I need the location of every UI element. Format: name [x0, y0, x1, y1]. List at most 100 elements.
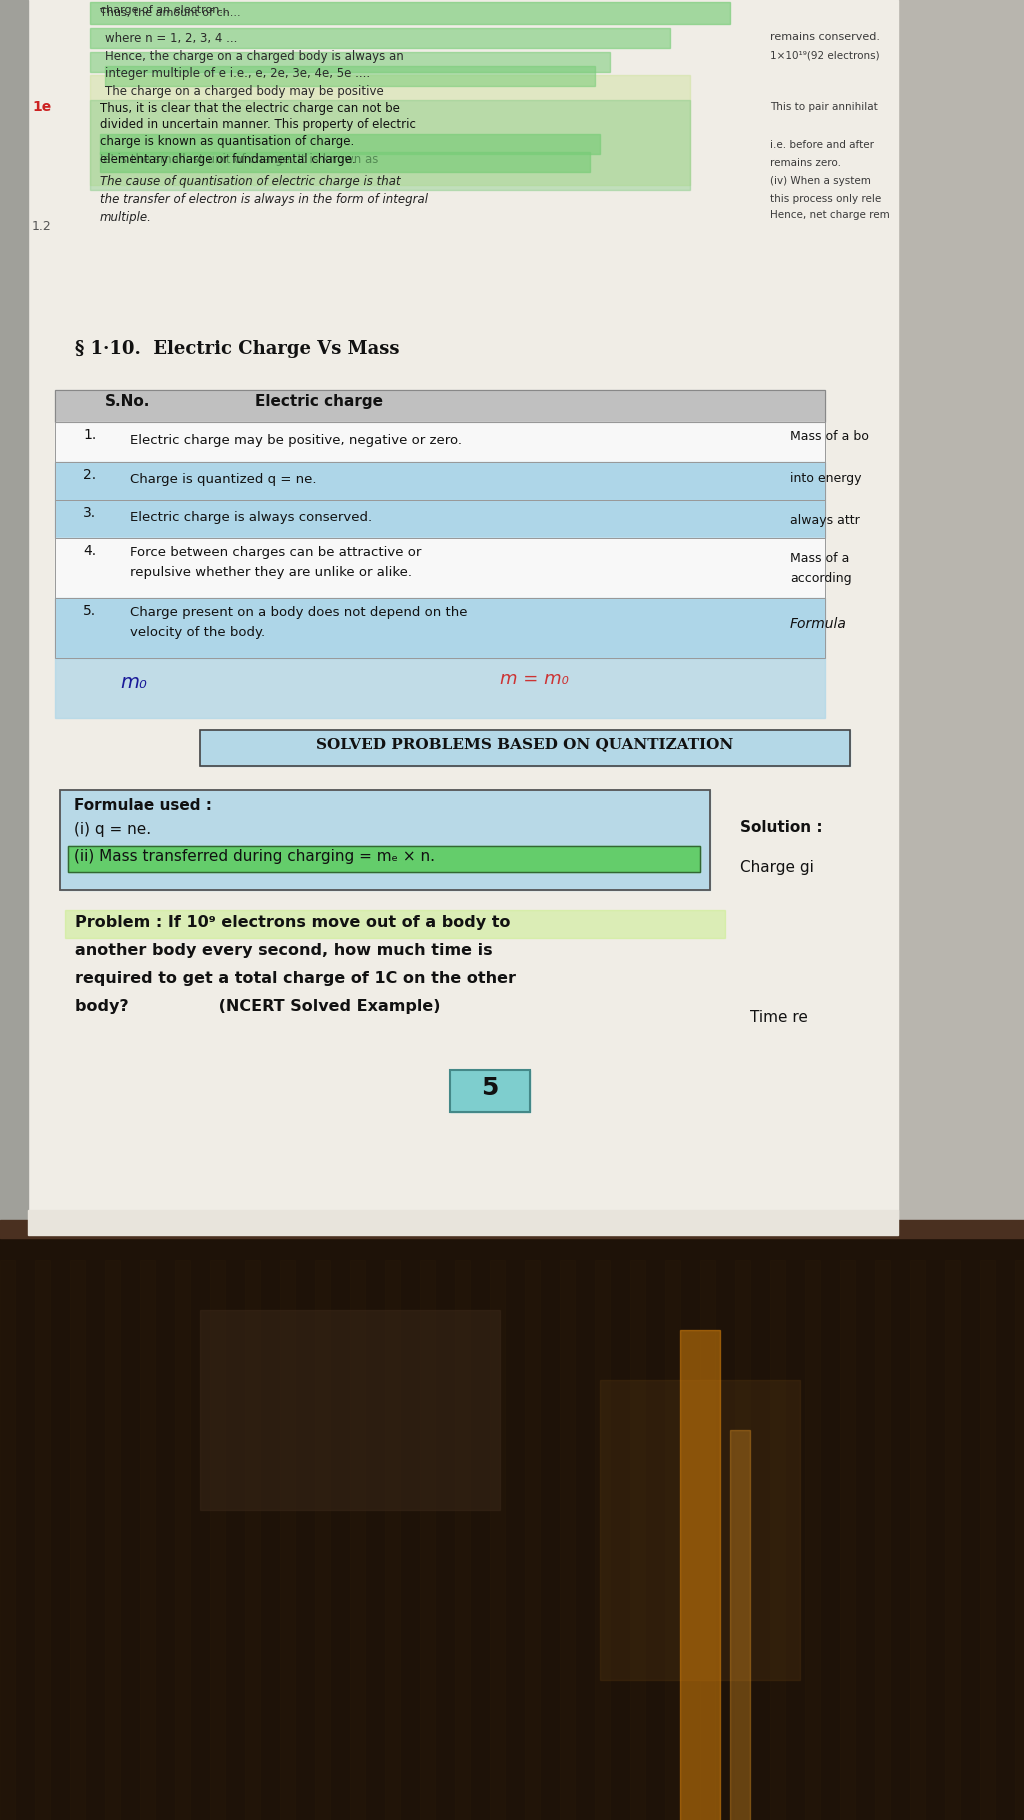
Bar	[90, 100, 690, 189]
Text: the transfer of electron is always in the form of integral: the transfer of electron is always in th…	[100, 193, 428, 206]
Text: always attr: always attr	[790, 513, 860, 528]
Text: Charge is quantized q = ne.: Charge is quantized q = ne.	[130, 473, 316, 486]
Bar	[910, 1259, 925, 1820]
Bar	[560, 1259, 575, 1820]
Text: charge of an electron...: charge of an electron...	[100, 5, 230, 15]
Bar	[315, 1259, 330, 1820]
Bar	[90, 27, 670, 47]
Text: Electric charge is always conserved.: Electric charge is always conserved.	[130, 511, 372, 524]
Bar	[455, 1259, 470, 1820]
Text: repulsive whether they are unlike or alike.: repulsive whether they are unlike or ali…	[130, 566, 412, 579]
Text: 2.: 2.	[83, 468, 96, 482]
Text: (iv) When a system: (iv) When a system	[770, 177, 870, 186]
Bar	[55, 539, 825, 599]
Text: this process only rele: this process only rele	[770, 195, 882, 204]
Bar	[28, 0, 898, 1230]
Bar	[665, 1259, 680, 1820]
Text: i.e. before and after: i.e. before and after	[770, 140, 874, 149]
Text: elementary charge or fundamental charge.: elementary charge or fundamental charge.	[100, 153, 355, 166]
Bar	[805, 1259, 820, 1820]
Text: Hence, the charge on a charged body is always an: Hence, the charge on a charged body is a…	[105, 49, 403, 64]
Text: Solution :: Solution :	[740, 821, 822, 835]
Bar	[980, 1259, 995, 1820]
Text: Force between charges can be attractive or: Force between charges can be attractive …	[130, 546, 421, 559]
Bar	[55, 539, 825, 599]
Text: remains zero.: remains zero.	[770, 158, 841, 167]
Bar	[55, 462, 825, 501]
Bar	[450, 1070, 530, 1112]
Bar	[874, 1259, 890, 1820]
Text: Hence, net charge rem: Hence, net charge rem	[770, 209, 890, 220]
Bar	[0, 1259, 15, 1820]
Bar	[0, 1219, 1024, 1238]
Text: The cause of quantisation of electric charge is that: The cause of quantisation of electric ch…	[100, 175, 400, 187]
Bar	[65, 910, 725, 937]
Text: 1e: 1e	[32, 100, 51, 115]
Text: 4.: 4.	[83, 544, 96, 559]
Bar	[90, 75, 690, 186]
Bar	[350, 1259, 365, 1820]
Text: Charge present on a body does not depend on the: Charge present on a body does not depend…	[130, 606, 468, 619]
Text: 1.: 1.	[83, 428, 96, 442]
Text: m₀: m₀	[120, 673, 146, 692]
Text: Electric charge may be positive, negative or zero.: Electric charge may be positive, negativ…	[130, 433, 462, 448]
Text: another body every second, how much time is: another body every second, how much time…	[75, 943, 493, 957]
Bar	[680, 1330, 720, 1820]
Bar	[140, 1259, 155, 1820]
Text: Thus, it is clear that the electric charge can not be: Thus, it is clear that the electric char…	[100, 102, 400, 115]
Bar	[0, 1230, 1024, 1820]
Text: velocity of the body.: velocity of the body.	[130, 626, 265, 639]
Bar	[55, 501, 825, 539]
Text: Electric charge: Electric charge	[255, 393, 383, 410]
Bar	[735, 1259, 750, 1820]
Bar	[100, 153, 590, 173]
Text: (ii) Mass transferred during charging = mₑ × n.: (ii) Mass transferred during charging = …	[74, 848, 435, 864]
Bar	[840, 1259, 855, 1820]
Text: The charge on a charged body may be positive: The charge on a charged body may be posi…	[105, 86, 384, 98]
Text: 3.: 3.	[83, 506, 96, 521]
Bar	[28, 1210, 898, 1236]
Bar	[770, 1259, 785, 1820]
Text: § 1·10.  Electric Charge Vs Mass: § 1·10. Electric Charge Vs Mass	[75, 340, 399, 359]
Text: 5: 5	[481, 1076, 499, 1099]
Bar	[385, 1259, 400, 1820]
Text: Formula: Formula	[790, 617, 847, 632]
Bar	[200, 730, 850, 766]
Text: (i) q = ne.: (i) q = ne.	[74, 823, 152, 837]
Text: Problem : If 10⁹ electrons move out of a body to: Problem : If 10⁹ electrons move out of a…	[75, 915, 511, 930]
Bar	[105, 1259, 120, 1820]
Bar	[55, 389, 825, 422]
Text: where n = 1, 2, 3, 4 ...: where n = 1, 2, 3, 4 ...	[105, 33, 238, 46]
Bar	[450, 1070, 530, 1112]
Bar	[595, 1259, 610, 1820]
Text: Time re: Time re	[750, 1010, 808, 1025]
Bar	[420, 1259, 435, 1820]
Text: Mass of a: Mass of a	[790, 551, 849, 564]
Bar	[35, 1259, 50, 1820]
Bar	[210, 1259, 225, 1820]
Text: This to pair annihilat: This to pair annihilat	[770, 102, 878, 113]
Text: 1.2: 1.2	[32, 220, 52, 233]
Text: Formulae used :: Formulae used :	[74, 797, 212, 814]
Text: 5.: 5.	[83, 604, 96, 619]
Text: S.No.: S.No.	[105, 393, 151, 410]
Bar	[90, 53, 610, 73]
Bar	[90, 2, 730, 24]
Bar	[700, 1259, 715, 1820]
Bar	[55, 462, 825, 501]
Text: Thus, the amount of ch...: Thus, the amount of ch...	[100, 7, 241, 18]
Text: SOLVED PROBLEMS BASED ON QUANTIZATION: SOLVED PROBLEMS BASED ON QUANTIZATION	[316, 737, 733, 752]
Text: Mass of a bo: Mass of a bo	[790, 430, 869, 442]
Text: into energy: into energy	[790, 471, 861, 484]
Bar	[730, 1431, 750, 1820]
Text: required to get a total charge of 1C on the other: required to get a total charge of 1C on …	[75, 972, 516, 986]
Text: according: according	[790, 571, 852, 584]
Bar	[200, 1310, 500, 1511]
Bar	[55, 501, 825, 539]
Bar	[68, 846, 700, 872]
Bar	[55, 599, 825, 659]
Bar	[600, 1380, 800, 1680]
Bar	[70, 1259, 85, 1820]
Bar	[630, 1259, 645, 1820]
Bar	[490, 1259, 505, 1820]
